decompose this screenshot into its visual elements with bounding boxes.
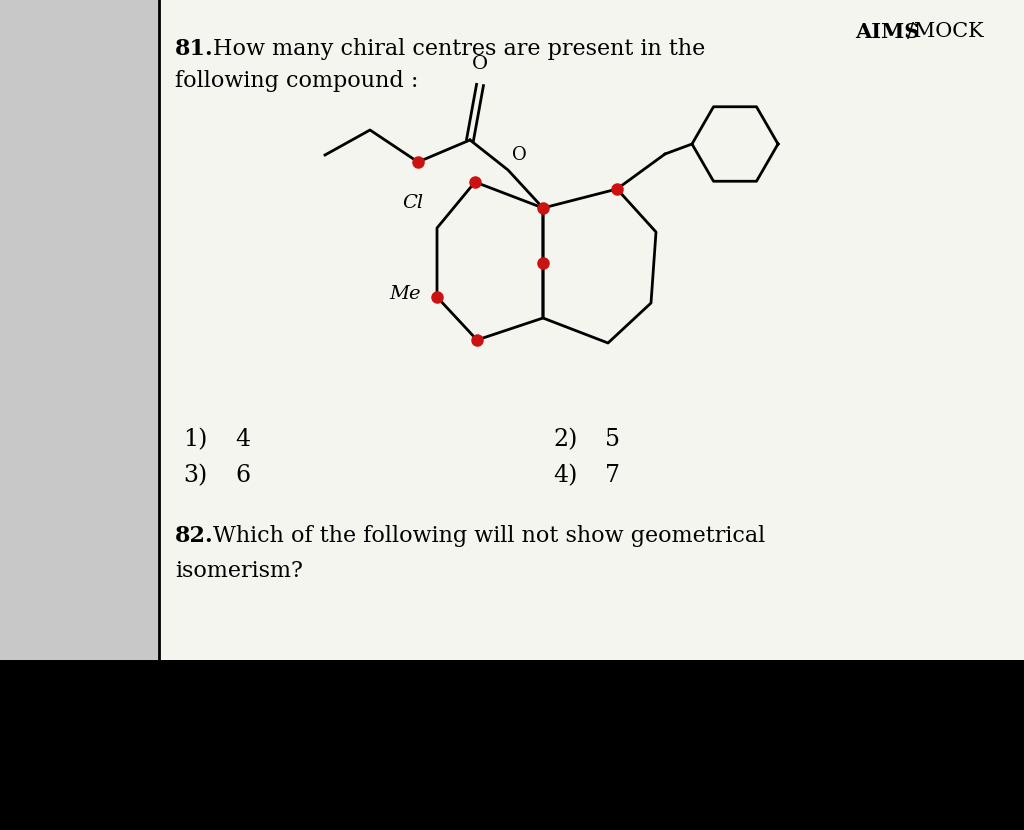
Text: 2): 2) (553, 428, 578, 451)
Text: O: O (472, 55, 488, 73)
Text: Cl: Cl (402, 194, 424, 212)
Text: How many chiral centres are present in the: How many chiral centres are present in t… (213, 38, 706, 60)
Text: /MOCK: /MOCK (907, 22, 984, 41)
Text: AIMS: AIMS (855, 22, 920, 42)
Text: O: O (512, 146, 526, 164)
Text: 1): 1) (183, 428, 208, 451)
Text: following compound :: following compound : (175, 70, 419, 92)
Text: Me: Me (389, 285, 421, 303)
Text: 5: 5 (605, 428, 620, 451)
Text: isomerism?: isomerism? (175, 560, 303, 582)
Text: 82.: 82. (175, 525, 214, 547)
Bar (0, 660, 1024, 830)
Bar (0, 0, 159, 830)
Text: 3): 3) (183, 464, 207, 487)
Text: 4): 4) (553, 464, 578, 487)
Text: 81.: 81. (175, 38, 214, 60)
Bar (159, 0, 1024, 660)
Text: 6: 6 (234, 464, 250, 487)
Text: Which of the following will not show geometrical: Which of the following will not show geo… (213, 525, 765, 547)
Text: 4: 4 (234, 428, 250, 451)
Text: 7: 7 (605, 464, 620, 487)
